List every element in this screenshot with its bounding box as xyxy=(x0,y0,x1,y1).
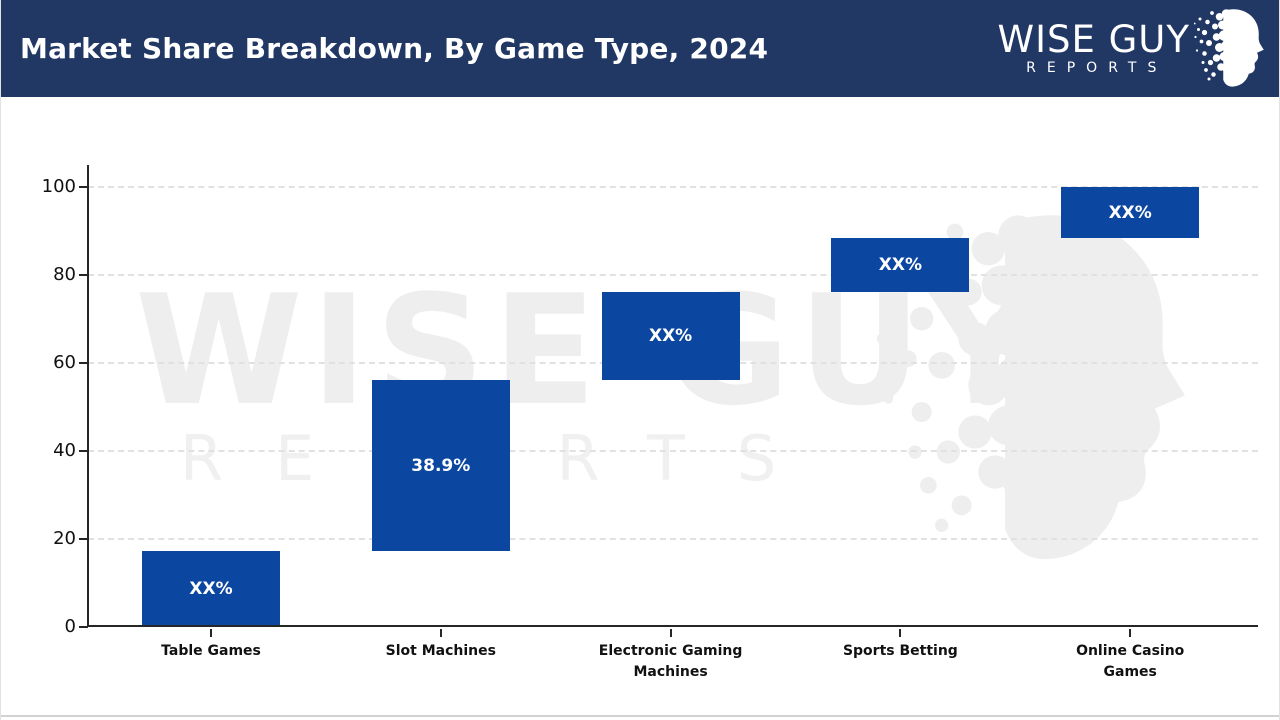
bar-value-label: XX% xyxy=(189,579,233,600)
ytick-label-20: 20 xyxy=(53,528,76,549)
ytick-label-60: 60 xyxy=(53,352,76,373)
xcat-label-1: Slot Machines xyxy=(385,643,496,659)
ytick-mark-20 xyxy=(79,538,88,540)
ytick-mark-40 xyxy=(79,450,88,452)
xcat-label-4: Online Casino Games xyxy=(1076,643,1185,680)
wise-guy-logo: WISE GUY REPORTS xyxy=(998,0,1280,97)
xtick-mark-1 xyxy=(439,629,442,637)
xtick-mark-2 xyxy=(669,629,672,637)
ytick-mark-100 xyxy=(79,186,88,188)
logo-wordmark: WISE GUY REPORTS xyxy=(997,17,1190,77)
bar-value-label: XX% xyxy=(648,326,693,347)
header: Market Share Breakdown, By Game Type, 20… xyxy=(0,0,1280,97)
xcat-label-2: Electronic Gaming Machines xyxy=(598,643,743,680)
bar-table-games: XX% xyxy=(142,551,280,627)
gridline-40 xyxy=(88,450,1258,452)
bar-sports-betting: XX% xyxy=(831,238,970,293)
bar-slot-machines: 38.9% xyxy=(371,380,510,552)
ytick-label-40: 40 xyxy=(53,440,76,461)
x-axis-line xyxy=(87,625,1258,627)
ytick-label-0: 0 xyxy=(64,616,76,637)
bar-value-label: 38.9% xyxy=(411,455,471,476)
bar-online-casino: XX% xyxy=(1061,187,1200,239)
logo-line2: REPORTS xyxy=(1026,60,1168,77)
bar-value-label: XX% xyxy=(1108,202,1152,223)
ytick-mark-0 xyxy=(79,626,88,628)
ytick-mark-80 xyxy=(79,274,88,276)
ytick-label-80: 80 xyxy=(53,264,76,285)
gridline-80 xyxy=(88,274,1258,276)
xtick-mark-4 xyxy=(1129,629,1132,637)
logo-line1: WISE GUY xyxy=(997,17,1190,61)
page-title: Market Share Breakdown, By Game Type, 20… xyxy=(20,32,769,65)
head-profile-icon xyxy=(1194,8,1264,87)
xtick-mark-0 xyxy=(210,629,212,637)
bottom-border xyxy=(0,715,1280,717)
xtick-mark-3 xyxy=(899,629,902,637)
xcat-label-0: Table Games xyxy=(161,643,261,659)
ytick-mark-60 xyxy=(79,362,88,364)
y-axis-line xyxy=(87,165,89,627)
xcat-label-3: Sports Betting xyxy=(842,643,958,659)
ytick-label-100: 100 xyxy=(41,176,76,197)
gridline-100 xyxy=(88,186,1258,188)
bar-value-label: XX% xyxy=(878,255,923,276)
bar-electronic-gaming: XX% xyxy=(601,292,740,381)
gridline-20 xyxy=(88,538,1258,540)
